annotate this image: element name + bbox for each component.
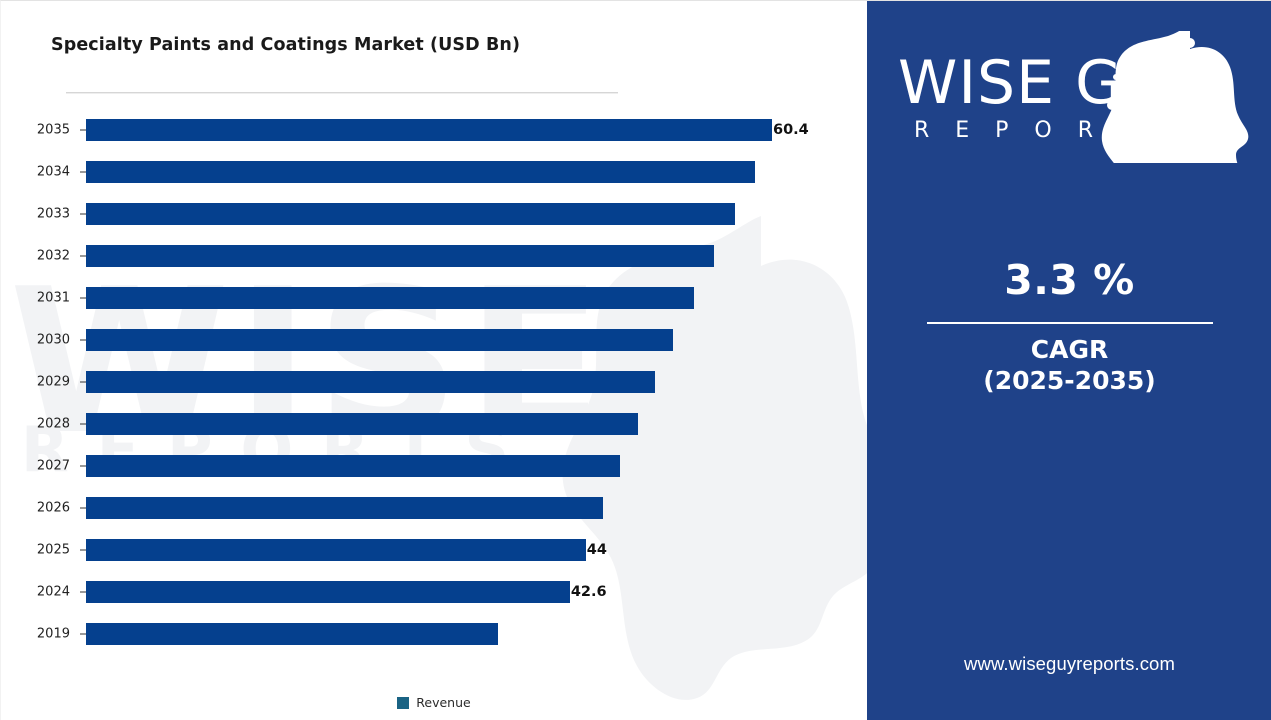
bar-value-label: 60.4 xyxy=(773,122,809,138)
chart-panel: WISE GUY REPORTS xyxy=(1,1,867,720)
wiseguy-logo: WISE GUY R E P O R T S xyxy=(867,31,1271,163)
bar-revenue[interactable] xyxy=(86,287,694,309)
y-axis-tick-mark xyxy=(80,591,86,593)
y-axis-tick-mark xyxy=(80,255,86,257)
y-axis-tick-label: 2035 xyxy=(36,122,70,138)
y-axis-tick-mark xyxy=(80,171,86,173)
bar-row: 2035 60.4 xyxy=(1,109,867,151)
bar-row: 2029 xyxy=(1,361,867,403)
title-divider xyxy=(66,92,618,94)
bar-revenue[interactable] xyxy=(86,413,638,435)
bar-value-label: 44 xyxy=(586,542,607,558)
y-axis-tick-mark xyxy=(80,465,86,467)
bar-revenue[interactable] xyxy=(86,623,499,645)
cagr-value: 3.3 % xyxy=(1004,256,1135,304)
y-axis-tick-label: 2030 xyxy=(36,332,70,348)
y-axis-tick-label: 2031 xyxy=(36,290,70,306)
bar-row: 2032 xyxy=(1,235,867,277)
y-axis-tick-label: 2027 xyxy=(36,458,70,474)
bar-row: 2025 44 xyxy=(1,529,867,571)
bar-row: 2024 42.6 xyxy=(1,571,867,613)
chart-legend: Revenue xyxy=(1,695,867,710)
bar-value-label: 42.6 xyxy=(570,584,607,600)
bar-row: 2033 xyxy=(1,193,867,235)
bar-revenue[interactable] xyxy=(86,245,715,267)
y-axis-tick-label: 2025 xyxy=(36,542,70,558)
bar-row: 2026 xyxy=(1,487,867,529)
y-axis-tick-label: 2029 xyxy=(36,374,70,390)
bar-revenue[interactable] xyxy=(86,497,603,519)
y-axis-tick-label: 2034 xyxy=(36,164,70,180)
bar-revenue[interactable] xyxy=(86,455,620,477)
bar-row: 2028 xyxy=(1,403,867,445)
y-axis-tick-mark xyxy=(80,213,86,215)
bar-revenue[interactable] xyxy=(86,581,570,603)
y-axis-tick-mark xyxy=(80,339,86,341)
bar-revenue[interactable] xyxy=(86,329,674,351)
chart-title: Specialty Paints and Coatings Market (US… xyxy=(51,35,521,55)
cagr-label: CAGR xyxy=(1030,335,1109,365)
cagr-divider xyxy=(926,322,1213,325)
bar-row: 2034 xyxy=(1,151,867,193)
legend-swatch-revenue xyxy=(397,696,410,709)
bar-revenue[interactable] xyxy=(86,161,755,183)
bar-revenue[interactable] xyxy=(86,371,656,393)
y-axis-tick-label: 2028 xyxy=(36,416,70,432)
bar-revenue[interactable] xyxy=(86,119,772,141)
cagr-period: (2025-2035) xyxy=(983,365,1156,395)
bar-row: 2019 xyxy=(1,613,867,655)
y-axis-tick-mark xyxy=(80,549,86,551)
y-axis-tick-label: 2026 xyxy=(36,500,70,516)
y-axis-tick-mark xyxy=(80,633,86,635)
wiseguy-logo-svg: WISE GUY R E P O R T S xyxy=(898,31,1248,163)
dotted-head-profile-icon xyxy=(1101,31,1248,163)
y-axis-tick-mark xyxy=(80,129,86,131)
bar-revenue[interactable] xyxy=(86,203,735,225)
legend-label-revenue: Revenue xyxy=(416,695,471,710)
bar-row: 2027 xyxy=(1,445,867,487)
y-axis-tick-mark xyxy=(80,507,86,509)
brand-panel: WISE GUY R E P O R T S xyxy=(867,1,1271,720)
bar-row: 2030 xyxy=(1,319,867,361)
bar-chart-plot: 2035 60.4 2034 2033 2032 2031 2030 2029 2028 2027… xyxy=(1,109,867,654)
y-axis-tick-mark xyxy=(80,297,86,299)
y-axis-tick-mark xyxy=(80,381,86,383)
y-axis-tick-mark xyxy=(80,423,86,425)
website-url[interactable]: www.wiseguyreports.com xyxy=(964,653,1175,674)
bar-revenue[interactable] xyxy=(86,539,586,561)
y-axis-tick-label: 2032 xyxy=(36,248,70,264)
y-axis-tick-label: 2024 xyxy=(36,584,70,600)
y-axis-tick-label: 2033 xyxy=(36,206,70,222)
y-axis-tick-label: 2019 xyxy=(36,626,70,642)
cagr-block: 3.3 % CAGR (2025-2035) xyxy=(867,256,1271,396)
bar-row: 2031 xyxy=(1,277,867,319)
